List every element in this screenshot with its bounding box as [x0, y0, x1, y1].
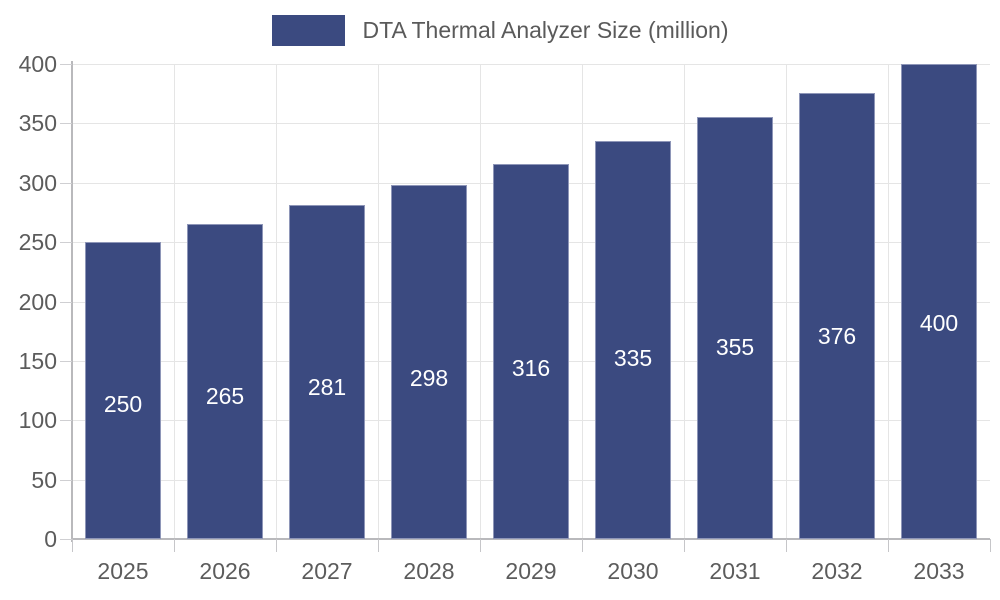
- x-axis-tick-label: 2032: [811, 558, 863, 584]
- bar-value-label: 265: [205, 382, 245, 409]
- bar-value-label: 298: [409, 364, 449, 391]
- x-axis-tick-label: 2033: [913, 558, 965, 584]
- gridline-vertical: [174, 64, 175, 539]
- gridline-vertical: [480, 64, 481, 539]
- bar-value-label: 400: [919, 309, 959, 336]
- x-axis-tick: [990, 539, 991, 552]
- y-axis-tick-label: 100: [18, 407, 57, 434]
- bar-value-label: 355: [715, 334, 755, 361]
- y-axis-tick-label: 250: [18, 229, 57, 256]
- x-axis-tick: [888, 539, 889, 552]
- x-axis-tick: [276, 539, 277, 552]
- gridline-horizontal: [72, 64, 990, 65]
- bar[interactable]: [289, 205, 365, 539]
- x-axis-tick-label: 2026: [199, 558, 251, 584]
- y-axis-tick: [60, 182, 72, 184]
- gridline-horizontal: [72, 123, 990, 125]
- gridline-vertical: [378, 64, 379, 539]
- gridline-vertical: [582, 64, 583, 539]
- y-axis-tick-label: 0: [44, 526, 57, 552]
- gridline-vertical: [786, 64, 787, 539]
- x-axis-tick-label: 2029: [505, 558, 557, 584]
- bar[interactable]: [595, 141, 671, 539]
- y-axis-tick: [60, 420, 72, 422]
- bar[interactable]: [493, 163, 569, 539]
- bar-value-label: 376: [817, 322, 857, 349]
- x-axis-tick: [786, 539, 787, 552]
- bar-value-label: 281: [307, 374, 347, 401]
- bar-value-label: 335: [613, 344, 653, 371]
- y-axis-tick-label: 350: [18, 110, 57, 137]
- bar[interactable]: [187, 224, 263, 539]
- x-axis-tick: [582, 539, 583, 552]
- x-axis-tick: [480, 539, 481, 552]
- x-axis-tick: [72, 539, 73, 552]
- bar[interactable]: [391, 185, 467, 539]
- y-axis-tick: [60, 360, 72, 362]
- x-axis-line: [71, 538, 990, 540]
- x-axis-tick: [174, 539, 175, 552]
- y-axis-tick: [60, 479, 72, 481]
- gridline-vertical: [276, 64, 277, 539]
- legend-color-swatch: [271, 14, 345, 46]
- chart-legend: DTA Thermal Analyzer Size (million): [0, 8, 1000, 52]
- x-axis-tick-label: 2027: [301, 558, 353, 584]
- gridline-vertical: [684, 64, 685, 539]
- bar[interactable]: [799, 92, 875, 539]
- bar[interactable]: [901, 64, 977, 539]
- y-axis-tick-label: 400: [18, 51, 57, 77]
- bar-value-label: 316: [511, 355, 551, 382]
- y-axis-tick-label: 200: [18, 288, 57, 315]
- y-axis-tick-label: 150: [18, 347, 57, 374]
- y-axis-tick: [60, 123, 72, 125]
- y-axis-tick: [60, 64, 72, 65]
- bar[interactable]: [697, 117, 773, 539]
- bar-value-label: 250: [103, 390, 143, 417]
- y-axis-tick: [60, 539, 72, 540]
- y-axis-tick-label: 300: [18, 169, 57, 196]
- gridline-vertical: [888, 64, 889, 539]
- legend-series-label: DTA Thermal Analyzer Size (million): [362, 16, 729, 43]
- y-axis-tick: [60, 301, 72, 303]
- x-axis-tick-label: 2030: [607, 558, 659, 584]
- x-axis-tick-label: 2031: [709, 558, 761, 584]
- y-axis-tick-label: 50: [31, 466, 57, 493]
- x-axis-tick: [378, 539, 379, 552]
- y-axis-tick: [60, 242, 72, 244]
- x-axis-tick-label: 2025: [97, 558, 149, 584]
- x-axis-tick: [684, 539, 685, 552]
- y-axis-line: [71, 61, 73, 542]
- bar[interactable]: [85, 242, 161, 539]
- x-axis-tick-label: 2028: [403, 558, 455, 584]
